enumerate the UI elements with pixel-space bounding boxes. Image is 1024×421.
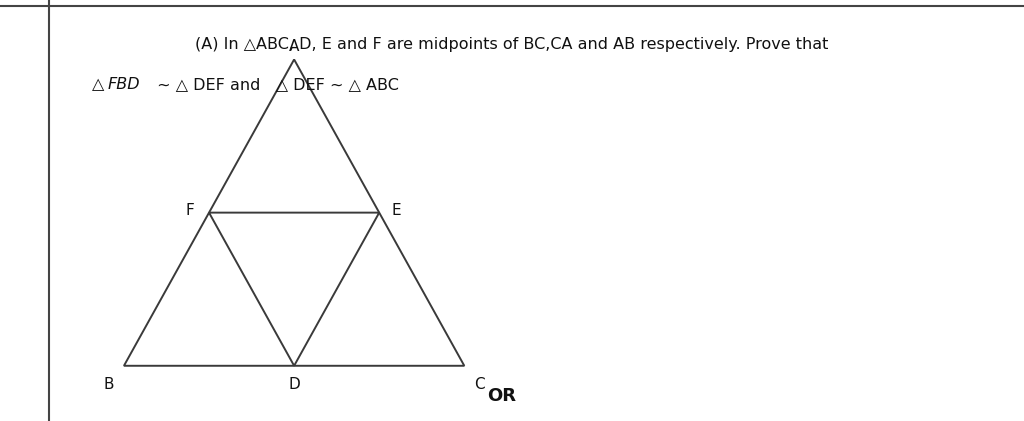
Text: E: E	[391, 203, 401, 218]
Text: (A) In △ABC, D, E and F are midpoints of BC,CA and AB respectively. Prove that: (A) In △ABC, D, E and F are midpoints of…	[196, 37, 828, 52]
Text: B: B	[103, 377, 114, 392]
Text: △: △	[92, 77, 110, 92]
Text: OR: OR	[487, 387, 516, 405]
Text: C: C	[474, 377, 485, 392]
Text: F: F	[186, 203, 195, 218]
Text: A: A	[289, 39, 299, 54]
Text: FBD: FBD	[108, 77, 140, 92]
Text: ~ △ DEF and   △ DEF ~ △ ABC: ~ △ DEF and △ DEF ~ △ ABC	[152, 77, 398, 92]
Text: D: D	[288, 377, 300, 392]
